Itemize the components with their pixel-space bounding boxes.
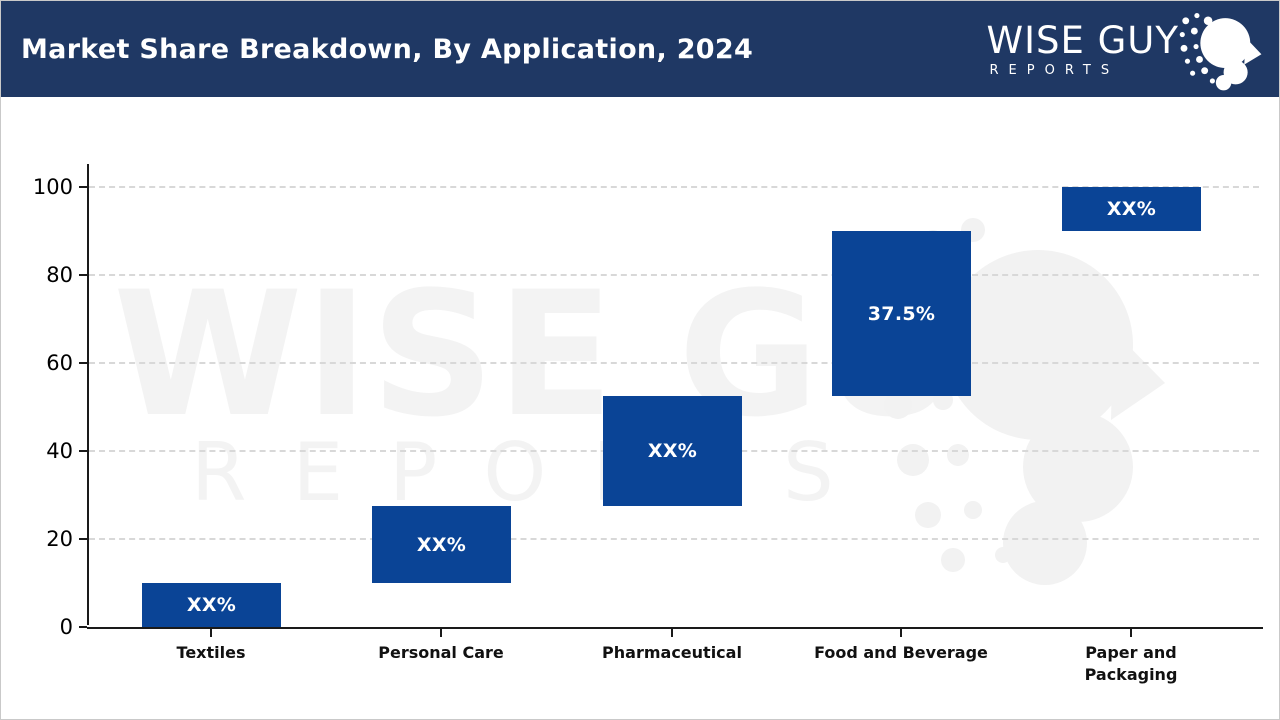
chart-title: Market Share Breakdown, By Application, …: [21, 33, 754, 65]
chart-area: WISE GUY REPORTS 0 20 40 60 80 100 XX% Textiles…: [1, 97, 1279, 719]
y-tick-label-60: 60: [46, 351, 73, 375]
gridline-20: [89, 538, 1259, 540]
y-tick-label-0: 0: [59, 615, 73, 639]
y-tick-0: [79, 626, 87, 628]
x-tick-label-0: Textiles: [176, 643, 246, 662]
x-tick-label-2: Pharmaceutical: [602, 643, 742, 662]
bar-value-label: XX%: [416, 533, 467, 556]
y-tick-100: [79, 186, 87, 188]
plot: 0 20 40 60 80 100 XX% Textiles XX% Personal Care X…: [1, 97, 1279, 719]
bar-food-and-beverage: 37.5%: [832, 231, 971, 396]
bar-paper-and-packaging: XX%: [1062, 187, 1201, 231]
logo-text: WISE GUY REPORTS: [986, 18, 1179, 79]
x-tick-1: [440, 629, 442, 637]
bar-value-label: XX%: [186, 594, 237, 616]
x-axis-line: [87, 627, 1263, 629]
y-tick-label-20: 20: [46, 527, 73, 551]
y-tick-20: [79, 538, 87, 540]
gridline-60: [89, 362, 1259, 364]
bar-value-label: XX%: [647, 440, 698, 462]
bar-value-label: 37.5%: [867, 302, 936, 325]
y-tick-label-40: 40: [46, 439, 73, 463]
y-axis-line: [87, 164, 89, 625]
y-tick-60: [79, 362, 87, 364]
x-tick-4: [1130, 629, 1132, 637]
logo-face-icon: [1179, 13, 1262, 91]
x-tick-3: [900, 629, 902, 637]
bar-personal-care: XX%: [372, 506, 511, 583]
x-tick-label-4: Paper and Packaging: [1084, 643, 1178, 684]
header-bar: Market Share Breakdown, By Application, …: [1, 1, 1279, 97]
x-tick-label-3: Food and Beverage: [814, 643, 988, 662]
logo-wordmark: WISE GUY: [986, 18, 1179, 62]
y-tick-label-80: 80: [46, 263, 73, 287]
x-tick-0: [210, 629, 212, 637]
x-tick-label-1: Personal Care: [378, 643, 504, 662]
bar-value-label: XX%: [1106, 198, 1157, 220]
wise-guy-logo: WISE GUY REPORTS: [987, 7, 1269, 93]
gridline-80: [89, 274, 1259, 276]
y-tick-40: [79, 450, 87, 452]
logo-subtitle: REPORTS: [989, 63, 1120, 79]
bar-pharmaceutical: XX%: [603, 396, 742, 506]
x-tick-2: [671, 629, 673, 637]
y-tick-80: [79, 274, 87, 276]
bar-textiles: XX%: [142, 583, 281, 627]
gridline-100: [89, 186, 1259, 188]
y-tick-label-100: 100: [32, 175, 73, 199]
